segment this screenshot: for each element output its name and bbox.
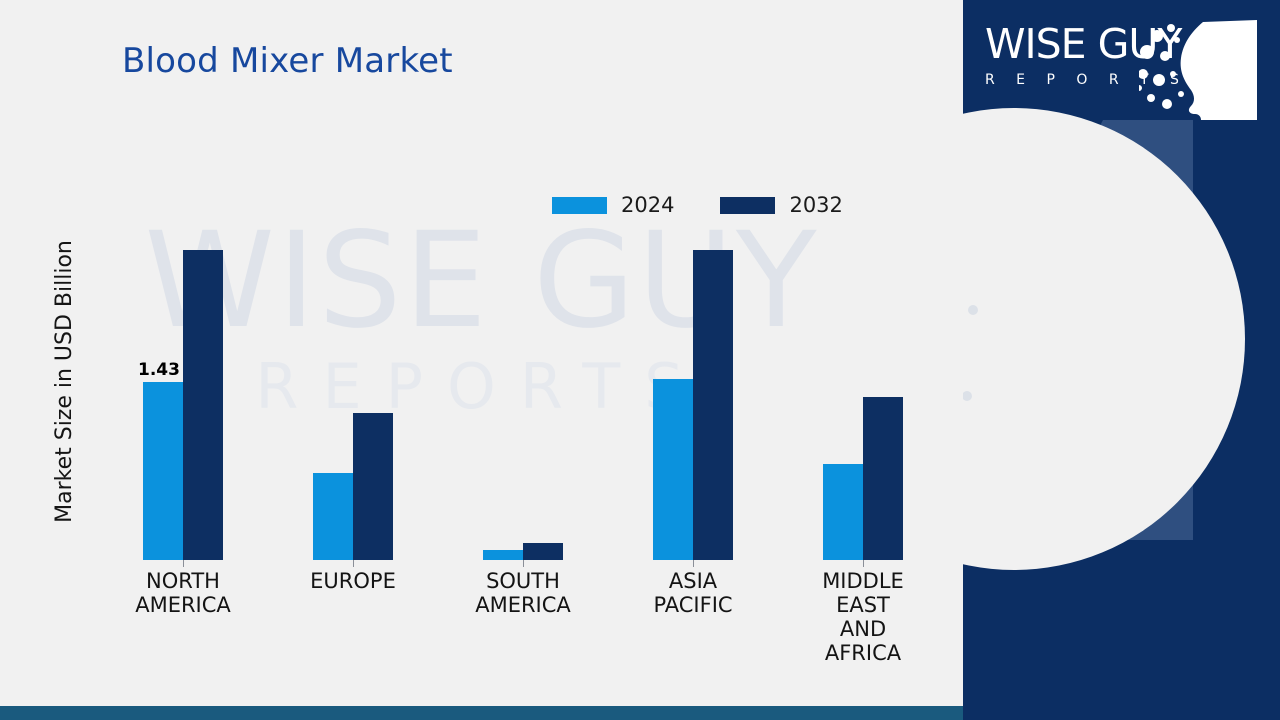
- legend-item-2024[interactable]: 2024: [552, 193, 674, 217]
- category-label: EUROPE: [310, 569, 396, 593]
- bar-2024[interactable]: [143, 381, 183, 560]
- bar-value-label: 1.43: [138, 359, 180, 380]
- bar-group: SOUTH AMERICA: [475, 230, 571, 617]
- y-axis-label: Market Size in USD Billion: [47, 196, 81, 566]
- axis-tick: [692, 560, 694, 567]
- bar-2032[interactable]: [183, 249, 223, 560]
- plot-region: NORTH AMERICA EUROPE SOUTH AMERICA ASIA PAC…: [112, 230, 932, 665]
- bar-2032[interactable]: [693, 249, 733, 560]
- axis-tick: [352, 560, 354, 567]
- axis-tick: [522, 560, 524, 567]
- bar-2024[interactable]: [483, 550, 523, 560]
- legend-item-2032[interactable]: 2032: [720, 193, 843, 217]
- bottom-accent-bar: [0, 706, 963, 720]
- chart-area: Market Size in USD Billion NORTH AMERICA…: [47, 196, 932, 665]
- logo-head-icon: [1139, 20, 1257, 120]
- axis-tick: [182, 560, 184, 567]
- page-title: Blood Mixer Market: [122, 41, 453, 81]
- bar-2032[interactable]: [523, 542, 563, 560]
- bar-2024[interactable]: [313, 472, 353, 560]
- brand-logo: WISE GUY R E P O R T S: [985, 20, 1265, 120]
- legend-label-2032: 2032: [789, 193, 843, 217]
- bar-2024[interactable]: [823, 464, 863, 560]
- brand-panel: WISE GUY R E P O R T S: [963, 0, 1280, 720]
- category-label: ASIA PACIFIC: [653, 569, 733, 617]
- bar-group: MIDDLE EAST AND AFRICA: [822, 230, 904, 665]
- legend-swatch-2024: [552, 196, 607, 214]
- legend-label-2024: 2024: [621, 193, 675, 217]
- bar-2024[interactable]: [653, 379, 693, 560]
- legend-swatch-2032: [720, 196, 776, 214]
- bar-group: EUROPE: [310, 230, 396, 593]
- bar-pair: [483, 230, 563, 560]
- category-label: NORTH AMERICA: [135, 569, 231, 617]
- bar-pair: [653, 230, 733, 560]
- category-label: MIDDLE EAST AND AFRICA: [822, 569, 904, 665]
- bar-pair: [823, 230, 903, 560]
- bar-pair: [313, 230, 393, 560]
- category-label: SOUTH AMERICA: [475, 569, 571, 617]
- bar-2032[interactable]: [863, 396, 903, 560]
- molecule-dots-graphic: [963, 305, 978, 401]
- bar-group: ASIA PACIFIC: [653, 230, 733, 617]
- bar-pair: [143, 230, 223, 560]
- chart-legend: 2024 2032: [552, 193, 843, 217]
- bar-group: NORTH AMERICA: [135, 230, 231, 617]
- bar-2032[interactable]: [353, 413, 393, 560]
- y-axis-label-text: Market Size in USD Billion: [51, 239, 77, 523]
- logo-sub-text: R E P O R T S: [985, 72, 1188, 88]
- axis-tick: [862, 560, 864, 567]
